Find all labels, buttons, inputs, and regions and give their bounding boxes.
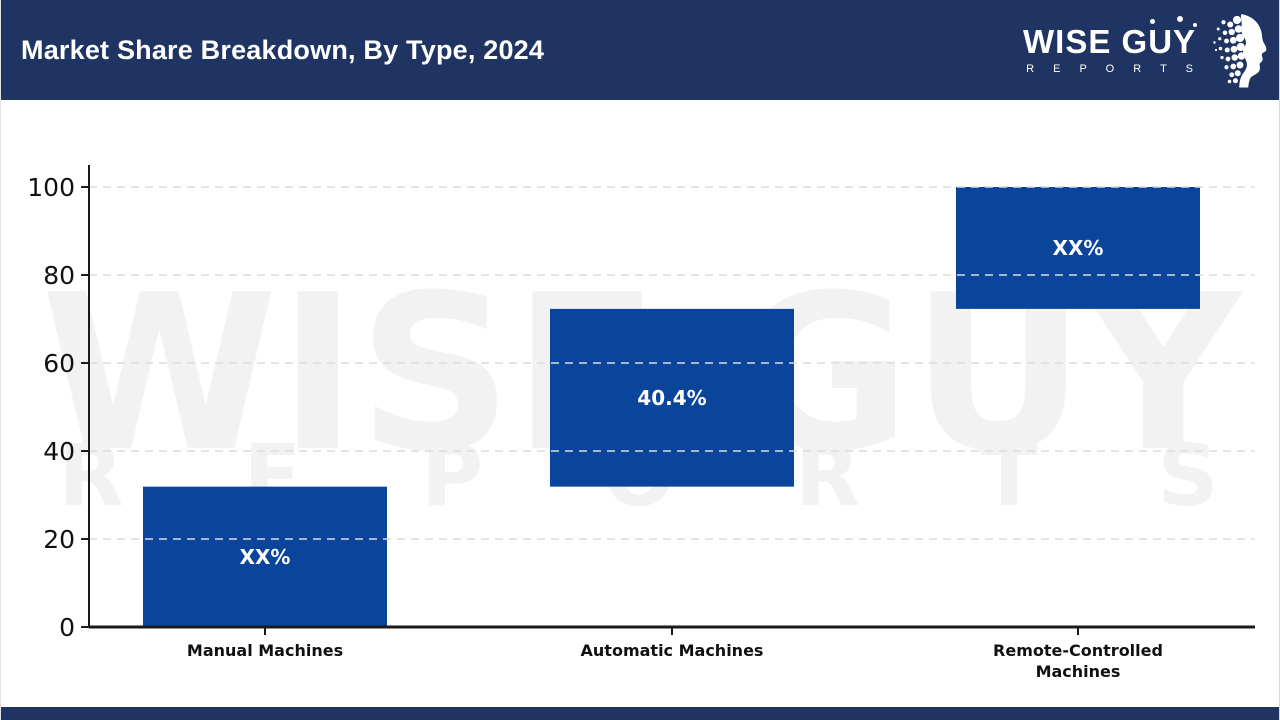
logo-dot	[1150, 19, 1155, 24]
y-tick-label-100: 100	[27, 173, 75, 202]
y-tick-label-40: 40	[43, 437, 75, 466]
logo-dot	[1177, 16, 1183, 22]
bar-manual-machines	[143, 486, 387, 627]
y-tick-label-20: 20	[43, 525, 75, 554]
logo-subtext: R E P O R T S	[1026, 63, 1201, 75]
page-title: Market Share Breakdown, By Type, 2024	[21, 34, 545, 65]
category-label-automatic-machines: Automatic Machines	[581, 641, 764, 660]
y-tick-label-0: 0	[59, 613, 75, 642]
category-label-remote-controlled-machines: Remote-Controlled Machines	[993, 641, 1163, 681]
footer-bar	[1, 707, 1279, 720]
logo-text: WISE GUY R E P O R T S	[1018, 16, 1201, 75]
bar-label-automatic-machines: 40.4%	[637, 386, 706, 410]
logo-dot	[1193, 23, 1197, 27]
bar-label-manual-machines: XX%	[240, 545, 291, 569]
header: Market Share Breakdown, By Type, 2024 WI…	[1, 0, 1280, 100]
logo-head-icon	[1207, 10, 1267, 90]
y-tick-label-80: 80	[43, 261, 75, 290]
y-tick-label-60: 60	[43, 349, 75, 378]
bar-label-remote-controlled-machines: XX%	[1053, 236, 1104, 260]
category-label-manual-machines: Manual Machines	[187, 641, 343, 660]
logo-wordmark: WISE GUY	[1023, 23, 1197, 60]
bar-automatic-machines	[550, 308, 794, 487]
logo: WISE GUY R E P O R T S	[1018, 10, 1280, 90]
bar-remote-controlled-machines	[956, 187, 1200, 309]
